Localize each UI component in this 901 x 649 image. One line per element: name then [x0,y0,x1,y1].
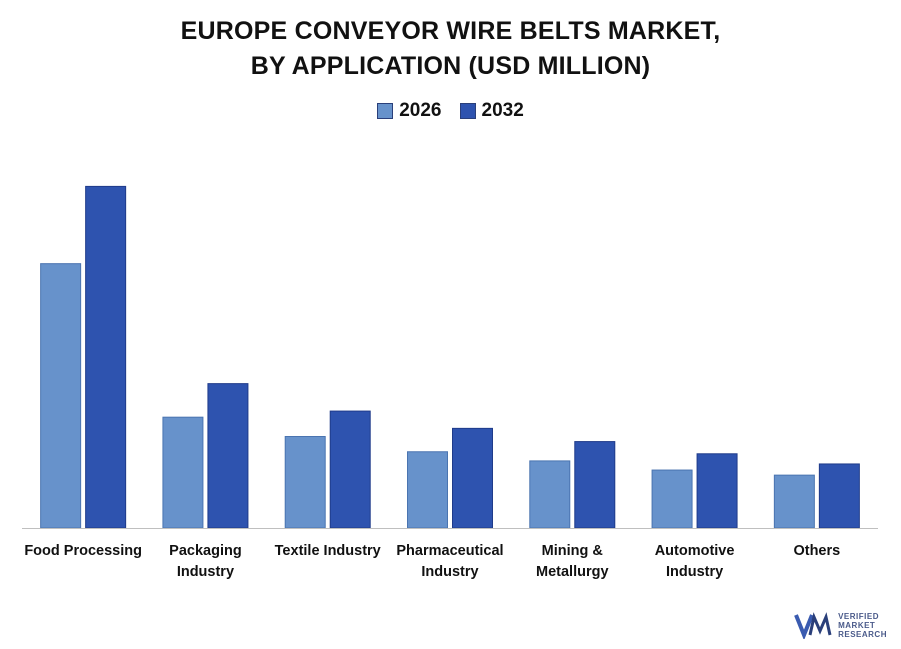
x-tick-label-2: Textile Industry [275,543,381,559]
chart-title-line-1: EUROPE CONVEYOR WIRE BELTS MARKET, [180,17,721,45]
x-tick-label-1: Packaging Industry [169,543,242,580]
bar-2026-6 [773,474,815,529]
x-tick-label-line: Automotive [655,543,735,559]
x-tick-label-5: Automotive Industry [655,543,735,580]
x-tick-label-6: Others [793,543,840,559]
x-tick-label-line: Packaging [169,543,242,559]
x-tick-label-line: Industry [177,564,234,580]
bar-2026-3 [407,451,448,529]
x-tick-label-line: Textile Industry [275,543,381,559]
bar-2026-4 [529,460,571,529]
x-tick-label-line: Industry [421,564,478,580]
vmr-logo-icon [794,612,832,639]
x-tick-label-line: Pharmaceutical [396,543,503,559]
bar-2032-5 [696,453,738,529]
legend-item-2032: 2032 [459,100,524,122]
bar-2032-0 [85,185,127,529]
bar-2026-0 [40,263,82,529]
bar-2026-5 [651,469,693,529]
bar-2026-1 [162,416,204,529]
x-tick-label-3: Pharmaceutical Industry [396,543,503,580]
legend: 2026 2032 [0,100,901,122]
x-tick-label-line: Others [793,543,840,559]
legend-label-2026: 2026 [399,100,442,121]
bar-2026-2 [284,436,326,529]
x-tick-label-line: Food Processing [24,543,142,559]
x-tick-label-line: Metallurgy [536,564,609,580]
bar-2032-4 [574,441,616,529]
x-tick-label-4: Mining & Metallurgy [536,543,609,580]
bar-2032-3 [452,427,493,529]
legend-swatch-2026 [377,103,394,119]
bar-2032-6 [818,463,860,529]
bar-2032-1 [207,383,249,529]
legend-label-2032: 2032 [481,100,524,121]
legend-item-2026: 2026 [377,100,442,122]
x-tick-label-line: Industry [666,564,723,580]
x-tick-label-0: Food Processing [24,543,142,559]
vmr-logo-text: VERIFIED MARKET RESEARCH [838,611,887,639]
chart-title: EUROPE CONVEYOR WIRE BELTS MARKET, BY AP… [0,14,901,84]
bar-2032-2 [329,410,371,529]
x-tick-label-line: Mining & [542,543,604,559]
chart-title-line-2: BY APPLICATION (USD MILLION) [250,52,651,80]
legend-swatch-2032 [459,103,476,119]
verified-market-research-logo: VERIFIED MARKET RESEARCH [794,611,887,639]
